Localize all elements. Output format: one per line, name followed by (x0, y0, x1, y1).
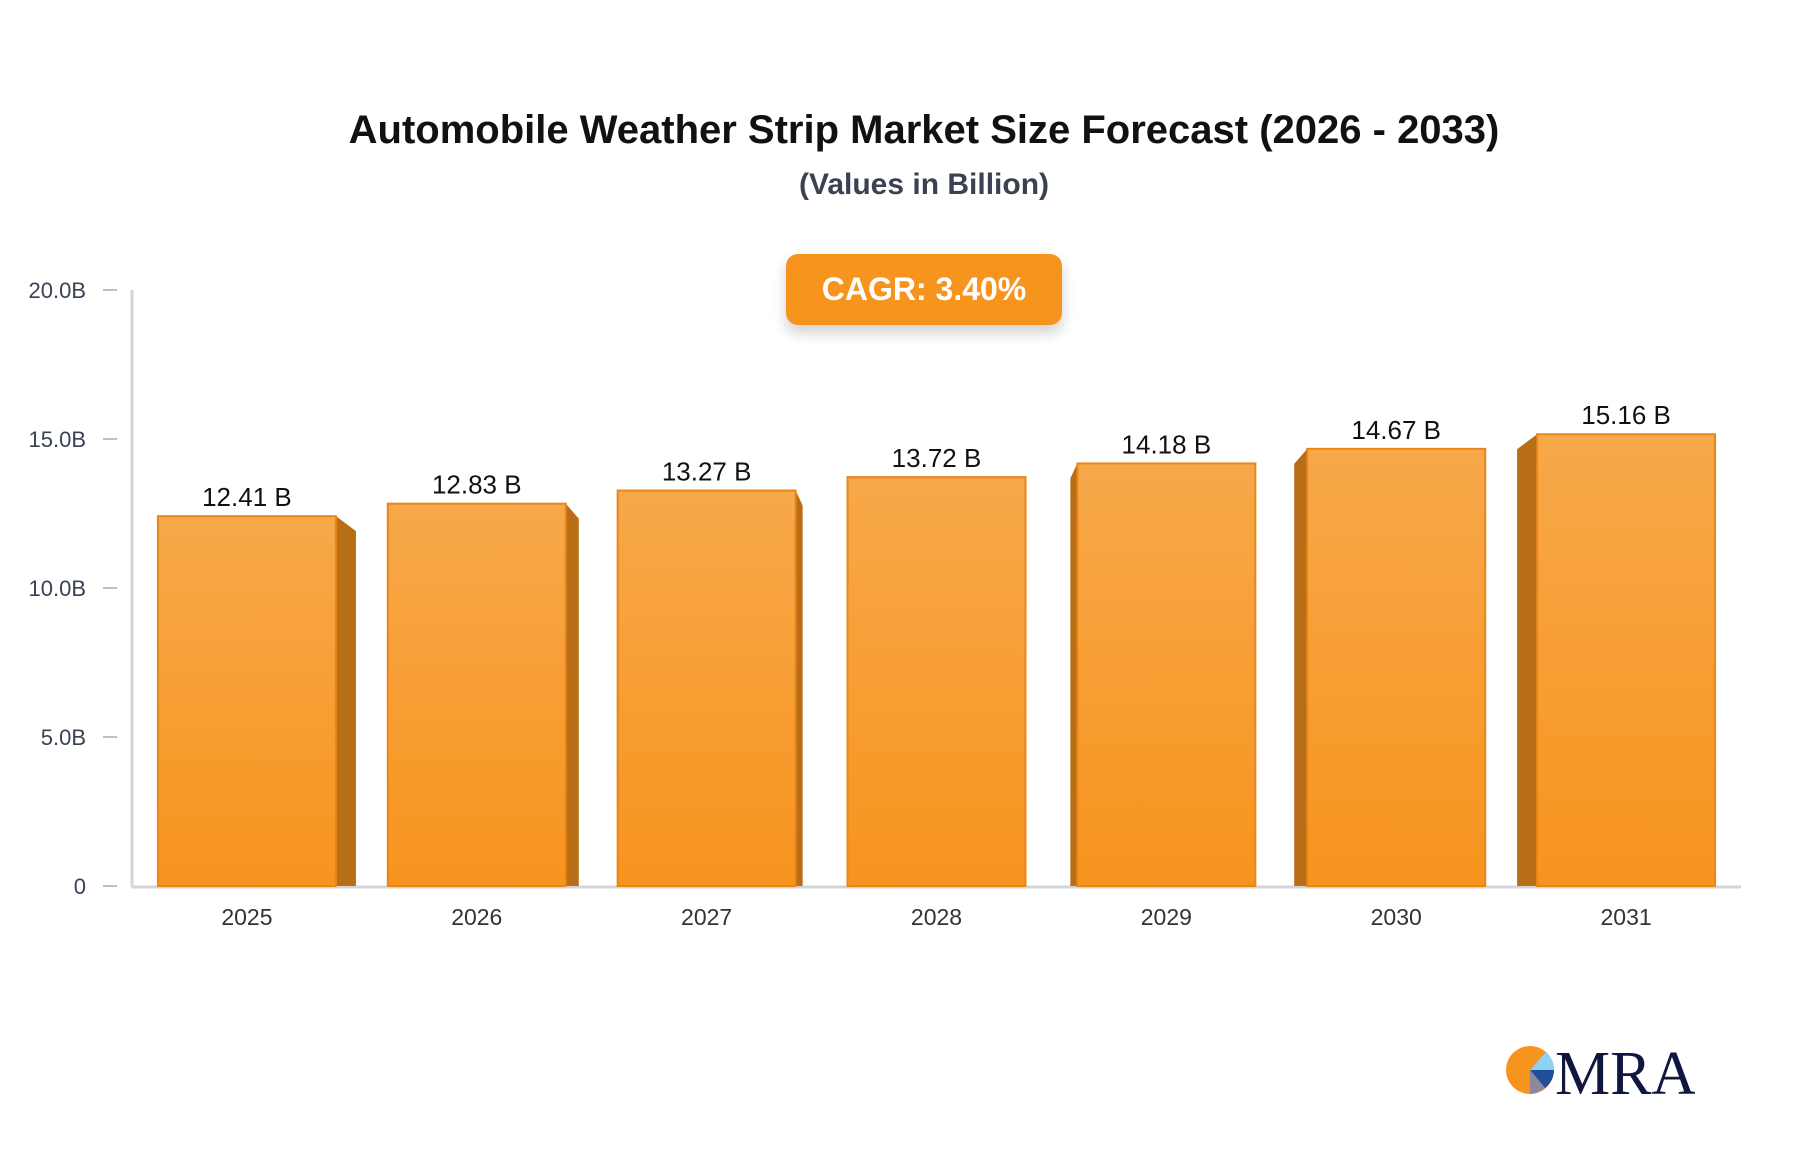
logo-pie-icon: MRA (1506, 1040, 1695, 1100)
bar-side (1294, 448, 1308, 886)
x-tick-label: 2027 (681, 904, 732, 930)
bar (1306, 447, 1487, 887)
data-label: 14.18 B (1122, 429, 1212, 459)
bar-side (1517, 434, 1538, 886)
x-tick-label: 2031 (1600, 904, 1651, 930)
bar-group: 12.41 B 2025 (156, 482, 356, 930)
bar-side (795, 490, 803, 886)
data-label: 12.41 B (202, 482, 292, 512)
x-tick-label: 2030 (1371, 904, 1422, 930)
data-label: 15.16 B (1581, 400, 1671, 430)
chart-subtitle: (Values in Billion) (798, 168, 1050, 201)
logo-text: MRA (1555, 1040, 1695, 1100)
bar (156, 515, 337, 887)
y-tick-label: 15.0B (29, 427, 87, 452)
bar-group: 14.18 B 2029 (1070, 429, 1257, 930)
x-tick-label: 2026 (451, 904, 502, 930)
bar (1076, 462, 1257, 887)
bar (386, 502, 567, 887)
mra-logo: MRA (1505, 1040, 1695, 1100)
bar-group: 13.27 B 2027 (616, 457, 803, 930)
bar (846, 476, 1027, 887)
x-tick-label: 2029 (1141, 904, 1192, 930)
bar-group: 14.67 B 2030 (1294, 415, 1487, 930)
bar-group: 12.83 B 2026 (386, 470, 579, 930)
data-label: 13.72 B (892, 443, 982, 473)
y-tick-label: 5.0B (41, 725, 86, 750)
chart-title: Automobile Weather Strip Market Size For… (348, 108, 1500, 152)
data-label: 12.83 B (432, 470, 522, 500)
bar-side (565, 503, 579, 886)
y-tick-label: 20.0B (29, 278, 87, 303)
x-tick-label: 2025 (221, 904, 272, 930)
y-tick-label: 0 (74, 874, 86, 899)
y-tick-label: 10.0B (29, 576, 87, 601)
bar-group: 13.72 B 2028 (846, 443, 1027, 930)
x-tick-label: 2028 (911, 904, 962, 930)
bar-side (1070, 463, 1078, 886)
data-label: 14.67 B (1351, 415, 1441, 445)
cagr-badge: CAGR: 3.40% (786, 254, 1062, 325)
data-label: 13.27 B (662, 457, 752, 487)
bar (616, 489, 797, 887)
bar (1536, 433, 1717, 887)
bar-group: 15.16 B 2031 (1517, 400, 1717, 930)
bar-side (335, 516, 356, 886)
